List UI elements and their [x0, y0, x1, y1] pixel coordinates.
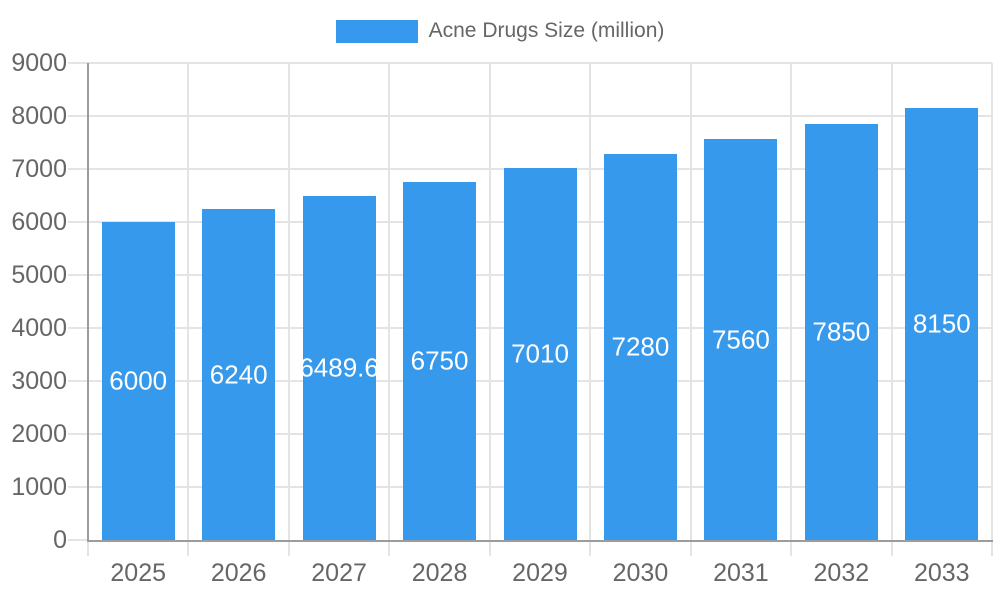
y-axis-label: 7000	[11, 155, 67, 183]
gridline-v	[790, 63, 793, 556]
bar-value-label: 7010	[511, 338, 569, 369]
y-axis-label: 5000	[11, 261, 67, 289]
bar-value-label: 6000	[109, 365, 168, 396]
x-axis-label: 2030	[612, 559, 669, 587]
x-axis-label: 2028	[411, 559, 468, 587]
plot-area: 6000 6240 6489.6 6750 7010 7280 7560 7850 8150	[68, 62, 993, 556]
y-axis-label: 2000	[11, 420, 67, 448]
x-axis-label: 2025	[110, 559, 167, 587]
x-axis-label: 2026	[210, 559, 267, 587]
bar-value-label: 7280	[611, 331, 670, 362]
bar[interactable]: 7280	[603, 154, 677, 540]
y-axis-label: 0	[53, 526, 67, 554]
gridline-v	[689, 63, 692, 556]
legend[interactable]: Acne Drugs Size (million)	[0, 19, 1000, 43]
bar[interactable]: 6489.6	[299, 196, 379, 540]
gridline-v	[890, 63, 893, 556]
bar-value-label: 7850	[812, 316, 871, 347]
bar-value-label: 7560	[711, 324, 770, 355]
legend-label: Acne Drugs Size (million)	[428, 19, 665, 42]
y-axis-label: 6000	[11, 208, 67, 236]
bar[interactable]: 6000	[101, 222, 175, 540]
x-axis-label: 2031	[713, 559, 769, 587]
x-axis-label: 2032	[813, 559, 870, 587]
x-axis-label: 2033	[913, 559, 970, 587]
y-axis-label: 9000	[11, 49, 67, 77]
bar[interactable]: 8150	[905, 108, 979, 540]
bar[interactable]: 6750	[403, 182, 477, 540]
gridline-h	[68, 62, 992, 64]
legend-swatch	[335, 19, 418, 43]
x-axis-tick	[87, 540, 89, 556]
bar[interactable]: 6240	[202, 209, 276, 540]
gridline-v	[388, 63, 391, 556]
y-axis-label: 8000	[11, 102, 67, 130]
x-axis-label: 2027	[311, 559, 367, 587]
gridline-v	[187, 63, 190, 556]
gridline-v	[589, 63, 592, 556]
y-axis-tick	[68, 539, 88, 541]
gridline-v	[991, 63, 993, 556]
bar-value-label: 6489.6	[299, 352, 379, 383]
x-axis-line	[87, 540, 993, 542]
bar-value-label: 8150	[912, 308, 971, 339]
gridline-v	[488, 63, 491, 556]
gridline-h	[68, 115, 992, 117]
bar[interactable]: 7850	[804, 123, 878, 540]
gridline-v	[287, 63, 290, 556]
bar[interactable]: 7010	[503, 168, 577, 540]
bar-value-label: 6750	[410, 345, 469, 376]
x-axis-label: 2029	[512, 559, 568, 587]
y-axis-label: 4000	[11, 314, 67, 342]
y-axis-line	[87, 63, 89, 542]
bar[interactable]: 7560	[704, 139, 778, 540]
y-axis-label: 3000	[11, 367, 67, 395]
y-axis-label: 1000	[11, 473, 67, 501]
bar-value-label: 6240	[209, 359, 268, 390]
